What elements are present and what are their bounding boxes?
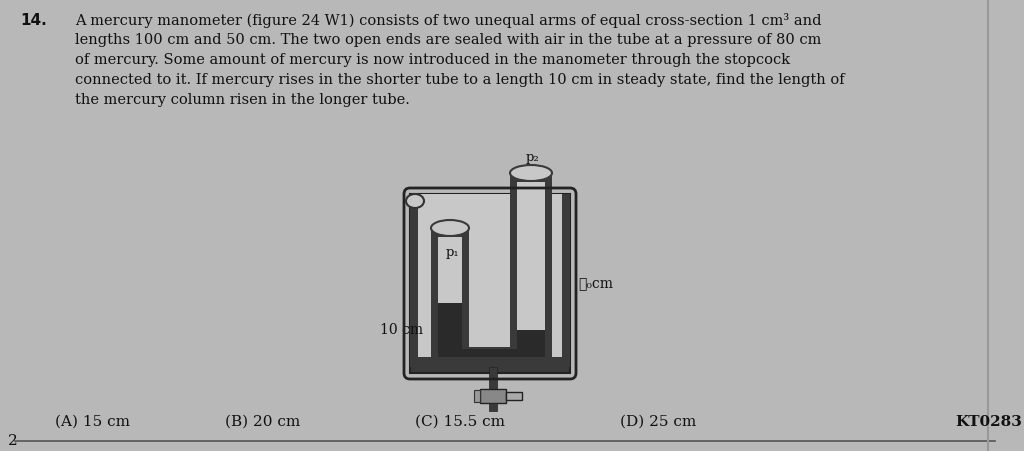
Bar (473, 390, 479, 402)
Text: p₁: p₁ (445, 245, 459, 258)
Text: of mercury. Some amount of mercury is now introduced in the manometer through th: of mercury. Some amount of mercury is no… (75, 53, 791, 67)
Text: (B) 20 cm: (B) 20 cm (225, 414, 300, 428)
Bar (506, 392, 521, 400)
Text: connected to it. If mercury rises in the shorter tube to a length 10 cm in stead: connected to it. If mercury rises in the… (75, 73, 845, 87)
Text: 2: 2 (8, 433, 17, 447)
Ellipse shape (510, 166, 552, 182)
Bar (488, 403, 497, 411)
Bar (562, 201, 570, 363)
Text: A mercury manometer (figure 24 W1) consists of two unequal arms of equal cross-s: A mercury manometer (figure 24 W1) consi… (75, 13, 821, 28)
Ellipse shape (406, 194, 424, 208)
Ellipse shape (431, 221, 469, 236)
Bar (479, 389, 506, 403)
FancyBboxPatch shape (410, 194, 570, 373)
Text: 10 cm: 10 cm (380, 322, 423, 336)
Bar (510, 173, 552, 355)
Bar (410, 357, 570, 365)
Text: (A) 15 cm: (A) 15 cm (55, 414, 130, 428)
Bar (410, 357, 570, 367)
Bar (438, 349, 545, 363)
Bar (517, 183, 545, 355)
Text: lengths 100 cm and 50 cm. The two open ends are sealed with air in the tube at a: lengths 100 cm and 50 cm. The two open e… (75, 33, 821, 47)
Bar (410, 201, 418, 363)
Bar (431, 347, 552, 366)
Text: p₂: p₂ (526, 151, 540, 164)
Bar (418, 194, 562, 357)
Text: (D) 25 cm: (D) 25 cm (620, 414, 696, 428)
Bar (488, 367, 497, 389)
Bar (438, 238, 462, 355)
Bar (562, 194, 570, 365)
Bar (438, 352, 545, 361)
Text: ℓ₀cm: ℓ₀cm (578, 277, 613, 291)
Text: the mercury column risen in the longer tube.: the mercury column risen in the longer t… (75, 93, 410, 107)
Bar (431, 227, 469, 355)
Bar (410, 194, 418, 365)
Text: KT0283: KT0283 (955, 414, 1022, 428)
Text: (C) 15.5 cm: (C) 15.5 cm (415, 414, 505, 428)
Text: 14.: 14. (20, 13, 47, 28)
Bar (438, 304, 462, 355)
Bar (517, 330, 545, 355)
